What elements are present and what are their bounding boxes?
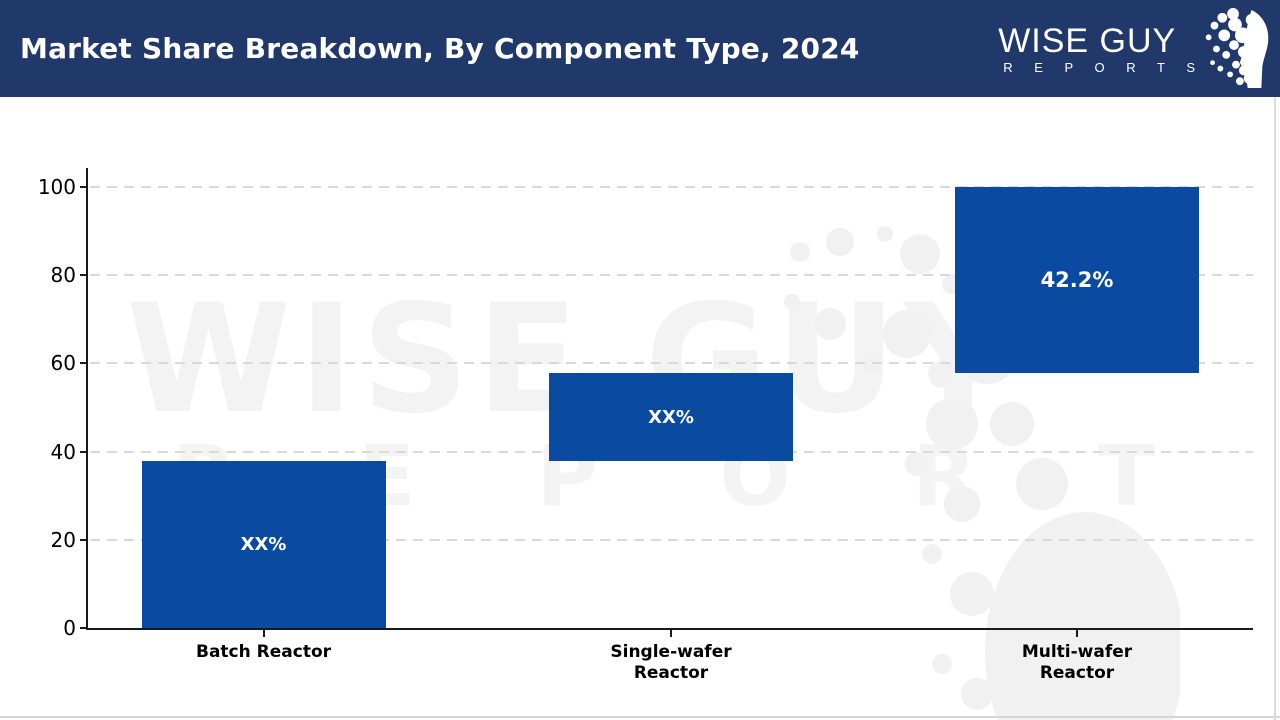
watermark-head-dots (784, 226, 1180, 720)
y-tick-label: 0 (63, 616, 76, 640)
bar: 42.2% (955, 187, 1199, 374)
header: Market Share Breakdown, By Component Typ… (0, 0, 1280, 97)
gridline (90, 538, 1253, 541)
y-tick-mark (80, 450, 88, 453)
y-tick-label: 100 (37, 175, 76, 199)
y-tick-mark (80, 274, 88, 277)
brand-name: WISE GUY (998, 21, 1177, 60)
x-axis-line (86, 628, 1253, 630)
bar-value-label: XX% (240, 534, 287, 556)
bottom-border (0, 716, 1280, 718)
y-tick-label: 60 (50, 351, 76, 376)
brand-subtitle: R E P O R T S (1003, 59, 1204, 75)
bar-value-label: 42.2% (1040, 268, 1114, 293)
head-profile-icon (1205, 7, 1269, 88)
x-category-label: Multi-wafer Reactor (1021, 642, 1133, 683)
right-border (1274, 97, 1276, 720)
brand-logo: WISE GUY R E P O R T S (998, 7, 1270, 90)
chart-area: WISE GUY R E P O R T S 0 20 40 60 80 100 XX% XX… (0, 97, 1280, 720)
y-tick-label: 80 (50, 263, 76, 288)
bar: XX% (549, 373, 793, 462)
y-tick-mark (80, 538, 88, 541)
bar-value-label: XX% (648, 406, 694, 428)
x-tick-mark (670, 630, 672, 637)
y-tick-mark (80, 362, 88, 365)
gridline (90, 362, 1253, 365)
brand-text: WISE GUY R E P O R T S (998, 23, 1204, 75)
y-tick-mark (80, 186, 88, 188)
y-axis-line (86, 168, 88, 630)
gridline (90, 186, 1253, 188)
y-tick-label: 20 (50, 527, 76, 552)
x-category-label: Batch Reactor (195, 642, 332, 662)
x-tick-mark (1076, 630, 1078, 637)
y-tick-label: 40 (50, 439, 76, 464)
page-title: Market Share Breakdown, By Component Typ… (20, 32, 860, 65)
gridline (90, 274, 1253, 277)
y-tick-mark (80, 627, 88, 629)
bar: XX% (141, 461, 386, 628)
x-tick-mark (262, 630, 265, 637)
x-category-label: Single-wafer Reactor (610, 642, 732, 683)
